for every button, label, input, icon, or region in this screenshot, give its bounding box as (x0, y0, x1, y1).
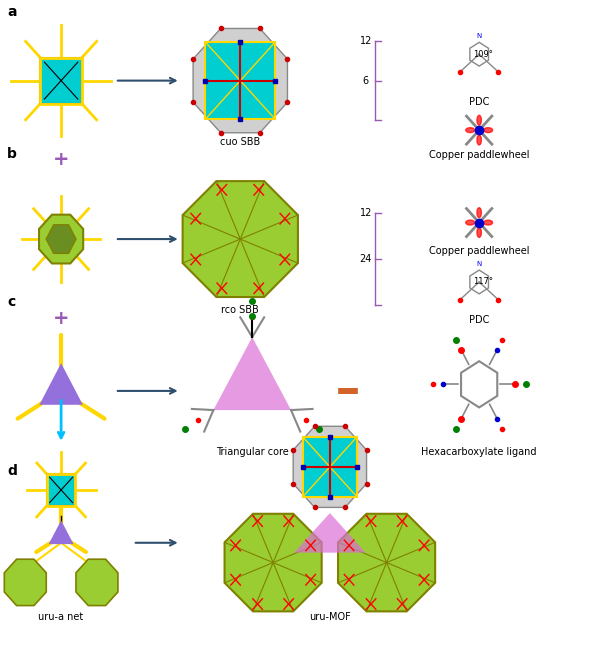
Polygon shape (46, 225, 76, 253)
Text: uru-MOF: uru-MOF (309, 612, 351, 622)
Polygon shape (40, 363, 83, 405)
Text: N: N (476, 33, 482, 39)
Text: uru-a net: uru-a net (38, 612, 84, 622)
Text: rco SBB: rco SBB (221, 305, 259, 315)
Text: Triangular core: Triangular core (216, 447, 289, 457)
Polygon shape (214, 337, 291, 410)
Text: 12: 12 (359, 36, 372, 46)
Bar (302, 437, 357, 497)
Text: Copper paddlewheel: Copper paddlewheel (429, 150, 529, 160)
Text: 24: 24 (359, 254, 372, 264)
Polygon shape (49, 520, 74, 544)
Ellipse shape (466, 220, 475, 225)
FancyBboxPatch shape (47, 474, 76, 506)
Ellipse shape (477, 135, 481, 145)
Text: +: + (53, 309, 70, 328)
Polygon shape (193, 29, 287, 133)
Text: cuo SBB: cuo SBB (220, 137, 260, 147)
Text: a: a (7, 5, 17, 19)
Text: 109°: 109° (473, 50, 493, 59)
Polygon shape (76, 559, 118, 605)
Text: +: + (53, 151, 70, 169)
Text: 12: 12 (359, 208, 372, 217)
Text: b: b (7, 147, 17, 160)
Text: PDC: PDC (469, 315, 490, 325)
Ellipse shape (477, 115, 481, 125)
Text: 6: 6 (362, 76, 369, 86)
Polygon shape (224, 514, 322, 611)
Ellipse shape (484, 220, 493, 225)
Polygon shape (294, 513, 365, 553)
Text: N: N (476, 261, 482, 267)
Ellipse shape (477, 208, 481, 217)
Polygon shape (338, 514, 435, 611)
Polygon shape (293, 426, 367, 507)
Text: Hexacarboxylate ligand: Hexacarboxylate ligand (421, 447, 537, 457)
Text: c: c (7, 295, 16, 309)
Ellipse shape (477, 227, 481, 237)
Polygon shape (39, 215, 83, 263)
Bar (205, 42, 275, 119)
Ellipse shape (466, 128, 475, 133)
Text: Copper paddlewheel: Copper paddlewheel (429, 246, 529, 256)
Polygon shape (182, 181, 298, 297)
Ellipse shape (484, 128, 493, 133)
Text: d: d (7, 463, 17, 477)
Text: PDC: PDC (469, 97, 490, 107)
Text: 117°: 117° (473, 278, 493, 286)
Polygon shape (4, 559, 46, 605)
FancyBboxPatch shape (40, 58, 82, 103)
